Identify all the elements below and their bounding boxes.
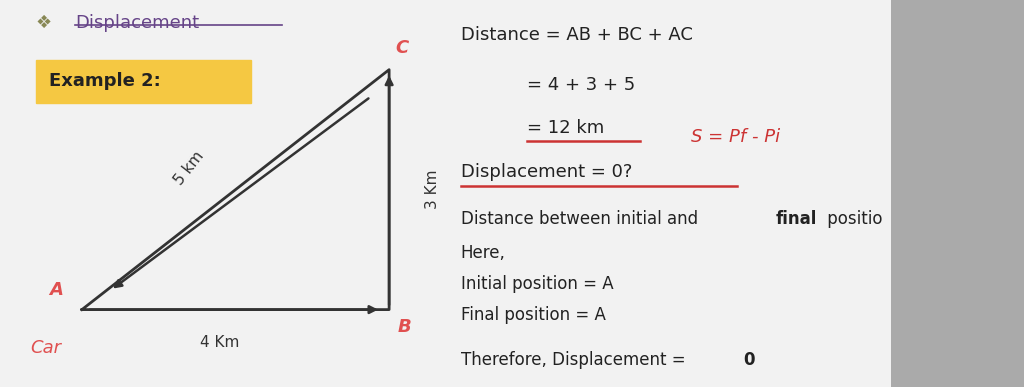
FancyBboxPatch shape	[36, 60, 251, 103]
Text: 4 Km: 4 Km	[201, 335, 240, 350]
Bar	[891, 0, 1024, 387]
Text: C: C	[396, 39, 409, 57]
Text: Displacement = 0?: Displacement = 0?	[461, 163, 632, 181]
Text: Here,: Here,	[461, 245, 506, 262]
Text: 0: 0	[743, 351, 755, 369]
Text: Car: Car	[31, 339, 61, 357]
Text: Initial position = A: Initial position = A	[461, 276, 613, 293]
Text: ❖: ❖	[36, 14, 52, 32]
Text: B: B	[397, 318, 412, 336]
Text: = 4 + 3 + 5: = 4 + 3 + 5	[527, 76, 636, 94]
Text: A: A	[49, 281, 63, 299]
Text: Example 2:: Example 2:	[49, 72, 161, 90]
Text: positio: positio	[822, 210, 883, 228]
Text: = 12 km: = 12 km	[527, 119, 604, 137]
Text: 5 km: 5 km	[172, 149, 207, 188]
Text: final: final	[775, 210, 816, 228]
Text: Final position = A: Final position = A	[461, 307, 605, 324]
Text: S = Pf - Pi: S = Pf - Pi	[691, 128, 780, 146]
Text: Therefore, Displacement =: Therefore, Displacement =	[461, 351, 690, 369]
Text: Displacement: Displacement	[75, 14, 199, 32]
Text: Distance between initial and: Distance between initial and	[461, 210, 703, 228]
Text: Distance = AB + BC + AC: Distance = AB + BC + AC	[461, 26, 692, 44]
Text: 3 Km: 3 Km	[425, 170, 440, 209]
